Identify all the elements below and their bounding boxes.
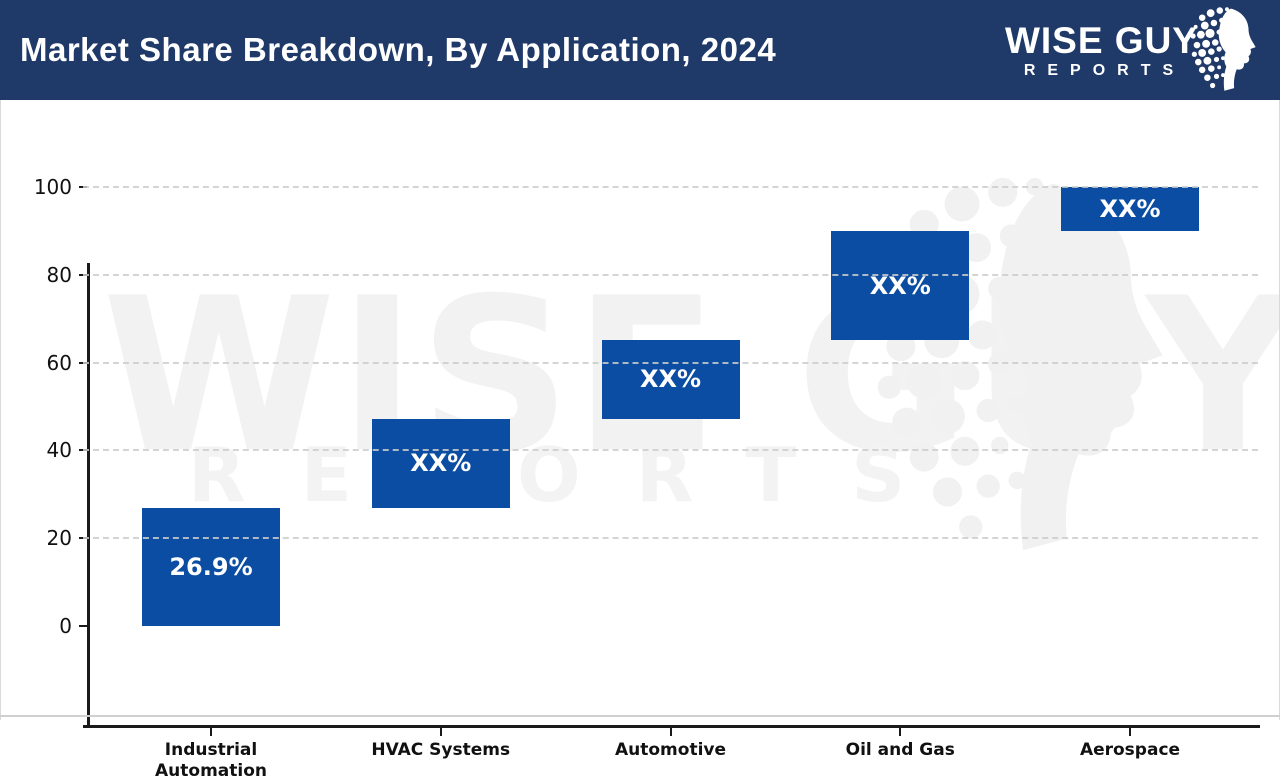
y-tick-label-40: 40 xyxy=(46,438,72,463)
y-tick-label-80: 80 xyxy=(46,262,72,287)
gridline-40 xyxy=(83,449,1258,452)
y-axis-tick xyxy=(79,625,87,627)
waterfall-chart: 26.9% Industrial Automation XX% HVAC System… xyxy=(0,100,1280,781)
bar-value-label: XX% xyxy=(869,271,931,300)
y-tick-label-20: 20 xyxy=(46,526,72,551)
bar-value-label: XX% xyxy=(1099,194,1161,223)
bar-value-label: XX% xyxy=(410,449,472,478)
bar-aerospace: XX% xyxy=(1061,187,1199,231)
x-tick-label-industrial-automation: Industrial Automation xyxy=(155,740,267,782)
bar-automotive: XX% xyxy=(601,340,740,419)
bar-value-label: 26.9% xyxy=(169,552,253,581)
x-tick-label-oil-and-gas: Oil and Gas xyxy=(845,740,955,760)
x-tick-label-aerospace: Aerospace xyxy=(1079,740,1181,760)
bar-oil-and-gas: XX% xyxy=(831,230,970,341)
x-axis-tick xyxy=(1129,728,1131,736)
page-title: Market Share Breakdown, By Application, … xyxy=(20,31,777,68)
logo-wordmark-line1: WISE GUY xyxy=(1004,19,1198,61)
x-axis-tick xyxy=(439,728,442,736)
bar-hvac-systems: XX% xyxy=(371,418,510,508)
x-tick-label-hvac-systems: HVAC Systems xyxy=(371,740,511,760)
x-axis-tick xyxy=(210,728,212,736)
bar-industrial-automation: 26.9% xyxy=(142,507,280,626)
y-tick-label-0: 0 xyxy=(59,614,72,638)
gridline-80 xyxy=(83,273,1258,276)
y-tick-label-60: 60 xyxy=(46,350,72,375)
bar-value-label: XX% xyxy=(639,365,702,394)
header: Market Share Breakdown, By Application, … xyxy=(0,0,1280,100)
gridline-100 xyxy=(83,186,1258,188)
gridline-20 xyxy=(83,537,1258,540)
x-axis-tick xyxy=(899,728,902,736)
left-edge-border xyxy=(0,100,1,720)
y-tick-label-100: 100 xyxy=(33,175,72,199)
x-axis xyxy=(83,725,1260,728)
logo-wordmark: WISE GUY REPORTS xyxy=(1005,22,1198,79)
logo-wordmark-line2: REPORTS xyxy=(1023,61,1186,79)
footer-divider xyxy=(0,715,1280,717)
y-axis xyxy=(87,263,90,727)
gridline-60 xyxy=(83,361,1258,364)
x-axis-tick xyxy=(669,728,672,736)
x-tick-label-automotive: Automotive xyxy=(614,740,727,760)
wiseguy-logo: WISE GUY REPORTS xyxy=(1005,6,1280,94)
